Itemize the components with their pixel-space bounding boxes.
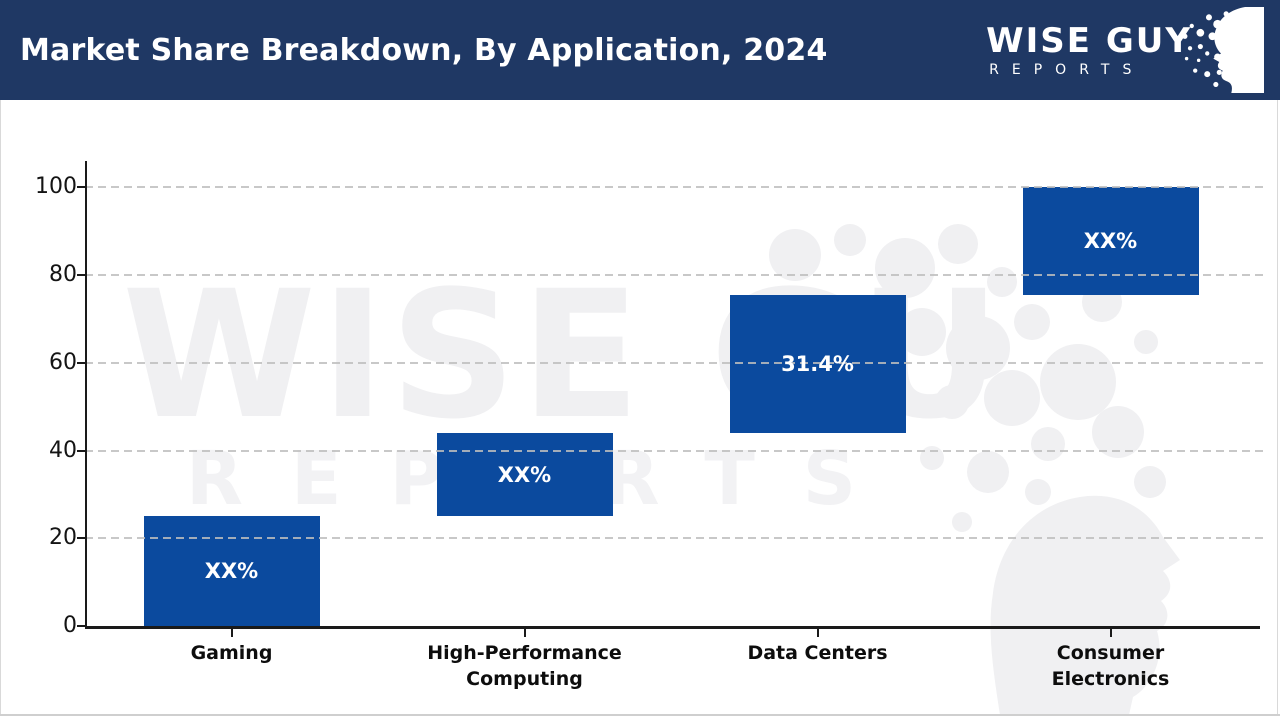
- x-tick-mark: [230, 629, 233, 637]
- y-tick-mark: [77, 449, 85, 452]
- y-tick-mark: [77, 274, 85, 277]
- y-tick-mark: [77, 537, 85, 540]
- y-tick-label: 60: [49, 349, 77, 375]
- x-tick-mark: [816, 629, 819, 637]
- bar-value-label: XX%: [204, 559, 259, 584]
- brand-name-text: WISE GUY: [986, 20, 1192, 61]
- y-tick-label: 0: [63, 613, 77, 638]
- page-title: Market Share Breakdown, By Application, …: [20, 32, 828, 68]
- bar-value-label: 31.4%: [781, 352, 854, 377]
- y-tick-mark: [77, 186, 85, 189]
- figure-border-bottom: [0, 714, 1280, 716]
- y-tick-label: 40: [49, 437, 77, 463]
- y-axis-spine: [85, 161, 87, 626]
- gridline: [85, 186, 1265, 189]
- x-tick-label: Gaming: [190, 642, 273, 664]
- brand-sub-text: REPORTS: [989, 61, 1145, 78]
- gridline: [85, 361, 1265, 364]
- figure-border-left: [0, 100, 1, 715]
- bar-segment: [1022, 187, 1199, 296]
- x-tick-mark: [523, 629, 526, 637]
- figure-border-right: [1277, 100, 1278, 715]
- x-tick-label: Consumer Electronics: [1051, 642, 1170, 691]
- gridline: [85, 449, 1265, 452]
- y-tick-label: 20: [49, 525, 77, 551]
- y-tick-mark: [77, 625, 85, 627]
- header-bar: Market Share Breakdown, By Application, …: [0, 0, 1280, 100]
- y-tick-mark: [77, 361, 85, 364]
- y-tick-label: 100: [35, 174, 77, 200]
- x-tick-label: High-Performance Computing: [427, 642, 622, 691]
- y-tick-label: 80: [49, 262, 77, 288]
- x-tick-label: Data Centers: [747, 642, 888, 664]
- brand-wordmark: WISE GUY REPORTS: [986, 24, 1192, 77]
- wise-guy-face-icon: [1182, 7, 1264, 93]
- bar-value-label: XX%: [497, 462, 552, 487]
- brand-logo: WISE GUY REPORTS: [986, 6, 1264, 94]
- gridline: [85, 274, 1265, 277]
- bar-segment: [436, 432, 613, 517]
- x-tick-mark: [1109, 629, 1112, 637]
- bar-value-label: XX%: [1083, 229, 1138, 254]
- gridline: [85, 537, 1265, 540]
- x-axis-spine: [85, 626, 1260, 629]
- bar-segment: [729, 295, 906, 433]
- bar-segment: [143, 516, 320, 626]
